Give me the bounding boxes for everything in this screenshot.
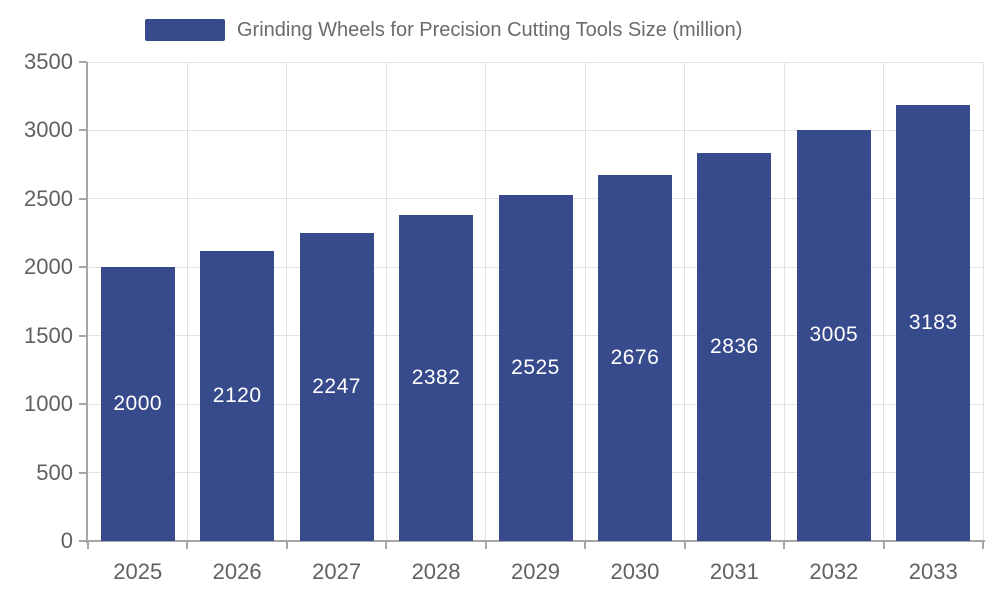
bar-value-label: 2676 xyxy=(610,345,660,369)
y-tick-mark xyxy=(79,471,87,474)
y-tick-mark xyxy=(79,197,87,200)
bar-value-label: 3005 xyxy=(809,323,859,347)
y-tick-mark xyxy=(79,129,87,132)
y-axis-label: 500 xyxy=(36,459,73,485)
bar: 2525 xyxy=(498,195,573,541)
x-tick-mark xyxy=(584,541,587,549)
legend-label: Grinding Wheels for Precision Cutting To… xyxy=(237,19,743,41)
x-tick-mark xyxy=(385,541,388,549)
x-tick-mark xyxy=(882,541,885,549)
y-tick-mark xyxy=(79,540,87,542)
x-axis-label: 2027 xyxy=(312,559,362,584)
y-axis-label: 1000 xyxy=(24,391,73,417)
x-tick-mark xyxy=(683,541,686,549)
bar: 2382 xyxy=(399,215,474,541)
bar: 2676 xyxy=(597,174,672,541)
chart-legend[interactable]: Grinding Wheels for Precision Cutting To… xyxy=(145,18,742,42)
x-tick-mark xyxy=(783,541,786,549)
x-gridline xyxy=(485,62,487,541)
x-gridline xyxy=(286,62,288,541)
bar-value-label: 2382 xyxy=(411,365,461,389)
bar: 2836 xyxy=(697,152,772,541)
bar: 2247 xyxy=(299,233,374,541)
x-gridline xyxy=(982,62,984,541)
bar-value-label: 2000 xyxy=(113,392,163,416)
y-tick-mark xyxy=(79,266,87,269)
x-axis-label: 2033 xyxy=(908,559,958,584)
x-axis-label: 2032 xyxy=(809,559,859,584)
bar: 3005 xyxy=(796,129,871,541)
y-tick-mark xyxy=(79,61,87,63)
x-gridline xyxy=(883,62,885,541)
y-gridline xyxy=(88,61,983,63)
bar: 3183 xyxy=(896,105,971,541)
y-axis-label: 0 xyxy=(60,528,73,553)
y-axis-line xyxy=(86,62,88,543)
x-gridline xyxy=(186,62,188,541)
bar-value-label: 2836 xyxy=(710,334,759,358)
y-tick-mark xyxy=(79,334,87,337)
y-axis-label: 2500 xyxy=(24,185,73,211)
x-tick-mark xyxy=(484,541,487,549)
y-axis-label: 3500 xyxy=(24,49,73,74)
bar: 2000 xyxy=(100,267,175,541)
x-axis-label: 2031 xyxy=(709,559,759,584)
y-tick-mark xyxy=(79,403,87,406)
x-gridline xyxy=(385,62,387,541)
x-gridline xyxy=(783,62,785,541)
x-axis-label: 2028 xyxy=(411,559,461,584)
x-axis-label: 2030 xyxy=(610,559,660,584)
bar-value-label: 2120 xyxy=(212,383,262,407)
x-tick-mark xyxy=(285,541,288,549)
bar: 2120 xyxy=(200,250,275,541)
x-axis-label: 2029 xyxy=(511,559,560,584)
y-axis-label: 2000 xyxy=(24,254,73,280)
x-axis-label: 2026 xyxy=(212,559,262,584)
bar-value-label: 2525 xyxy=(511,356,560,380)
legend-swatch xyxy=(145,19,225,41)
y-axis-label: 3000 xyxy=(24,117,73,143)
bar-value-label: 2247 xyxy=(312,375,361,399)
x-axis-line xyxy=(86,540,985,542)
y-axis-label: 1500 xyxy=(24,322,73,348)
x-tick-mark xyxy=(87,541,89,549)
x-axis-label: 2025 xyxy=(113,559,163,584)
y-gridline xyxy=(88,129,983,131)
x-tick-mark xyxy=(186,541,189,549)
x-tick-mark xyxy=(982,541,984,549)
bar-value-label: 3183 xyxy=(908,311,958,335)
x-gridline xyxy=(684,62,686,541)
x-gridline xyxy=(584,62,586,541)
